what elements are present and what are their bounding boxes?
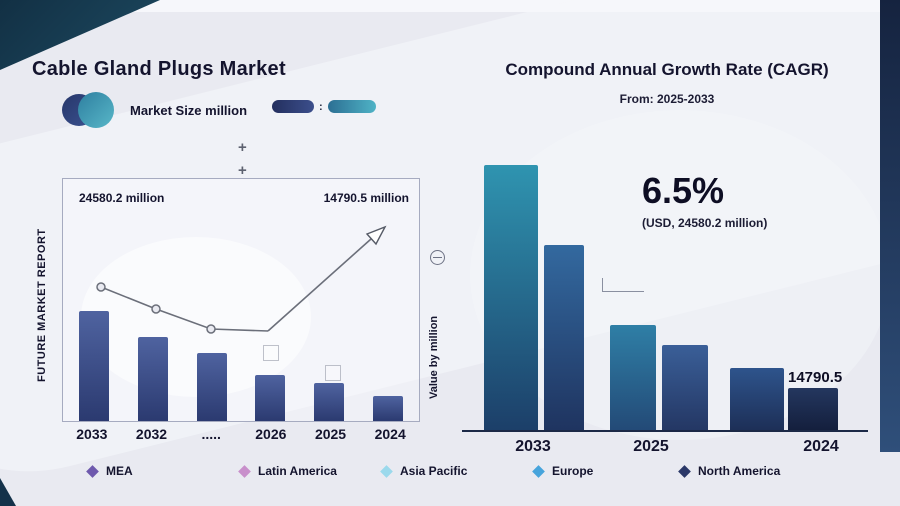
cagr-value: 6.5% [642, 170, 725, 211]
x-label: 2026 [255, 426, 287, 442]
bar-2025-series2 [662, 345, 708, 430]
mini-square-decoration [325, 365, 341, 381]
mini-square-decoration [263, 345, 279, 361]
x-label: 2032 [135, 426, 168, 442]
pill-separator: : [319, 100, 323, 113]
legend-item-europe: Europe [532, 464, 593, 478]
diamond-icon [532, 464, 545, 478]
x-label: 2033 [515, 438, 551, 455]
right-chart-subtitle: From: 2025-2033 [619, 92, 715, 106]
pill-teal-icon [327, 100, 376, 113]
diamond-icon [380, 464, 393, 478]
bar-2025 [314, 383, 345, 421]
top-band-decoration [0, 0, 900, 12]
legend-item-asia-pacific: Asia Pacific [380, 464, 467, 478]
right-chart-title: Compound Annual Growth Rate (CAGR) [505, 60, 829, 79]
x-label: 2025 [314, 426, 347, 442]
bar-2033 [79, 311, 109, 421]
cagr-callout: 6.5% (USD, 24580.2 million) [642, 170, 767, 230]
x-label: ..... [201, 426, 221, 442]
x-label: 2033 [76, 426, 108, 442]
bar-2024-series2 [788, 388, 838, 430]
legend-item-north-america: North America [678, 464, 780, 478]
bar-2033-series2 [544, 245, 584, 430]
plus-icon: + [238, 162, 247, 179]
bar-2033-series1 [484, 165, 538, 430]
pill-dark-icon [272, 100, 314, 113]
x-label: 2024 [803, 438, 839, 455]
left-x-axis-labels: 2033 2032 ..... 2026 2025 2024 [62, 426, 420, 442]
cloud-decoration [81, 237, 311, 397]
bar-intermediate [196, 353, 227, 421]
left-y-axis-label: FUTURE MARKET REPORT [36, 228, 48, 382]
right-edge-strip-decoration [880, 0, 900, 452]
pill-decoration: : [272, 100, 376, 113]
minus-circle-icon [430, 250, 445, 265]
trend-line-arrow [96, 225, 387, 334]
bar-2026 [255, 375, 286, 421]
step-line-decoration [602, 278, 644, 292]
right-y-axis-label: Value by million [428, 315, 440, 399]
left-chart-max-value: 24580.2 million [79, 191, 165, 205]
diamond-icon [678, 464, 691, 478]
x-label: 2024 [374, 426, 406, 442]
market-size-legend: Market Size million [62, 92, 247, 128]
cylinder-icon [62, 92, 118, 128]
diamond-icon [238, 464, 251, 478]
left-chart-title: Cable Gland Plugs Market [32, 58, 286, 80]
left-bar-series [63, 311, 419, 421]
legend-item-mea: MEA [86, 464, 133, 478]
bar-2025-series1 [610, 325, 656, 430]
x-axis-line [462, 430, 868, 432]
bar-2024 [372, 396, 403, 421]
bar-group-2033 [484, 165, 584, 430]
bar-2024-series1 [730, 368, 784, 430]
right-chart-panel: 14790.5 [462, 160, 868, 432]
legend-item-latin-america: Latin America [238, 464, 337, 478]
bar-2032 [137, 337, 168, 421]
cagr-subvalue: (USD, 24580.2 million) [642, 216, 768, 230]
diamond-icon [86, 464, 99, 478]
bar-group-2024 [730, 368, 838, 430]
market-size-label: Market Size million [130, 102, 248, 118]
left-chart-panel: 24580.2 million 14790.5 million [62, 178, 420, 422]
x-label: 2025 [633, 438, 669, 455]
plus-icon: + [238, 139, 247, 156]
bar-group-2025 [610, 325, 708, 430]
value-annotation-2024: 14790.5 [788, 369, 843, 386]
left-chart-min-value: 14790.5 million [323, 191, 409, 205]
region-legend: MEA Latin America Asia Pacific Europe No… [0, 464, 900, 488]
